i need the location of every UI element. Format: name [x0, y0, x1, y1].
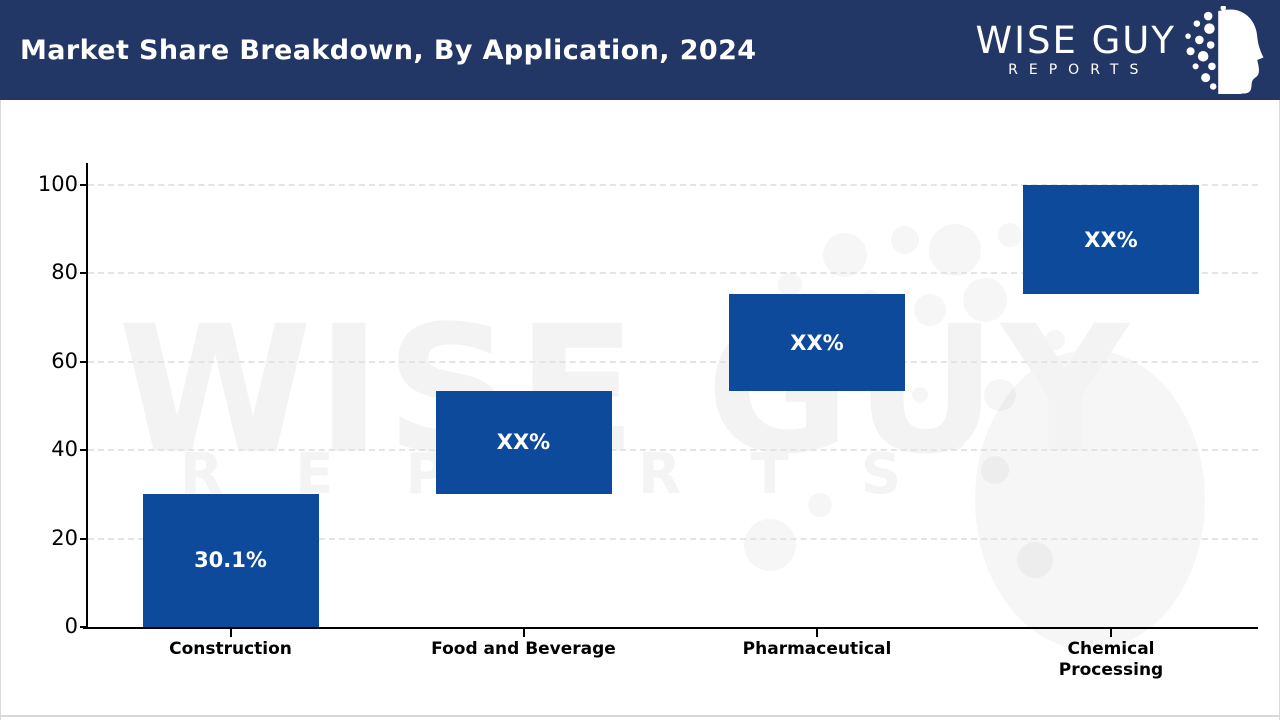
y-axis-line: [86, 163, 88, 629]
x-category-label-chemical-processing: Chemical Processing: [1058, 639, 1164, 681]
watermark-text-line1: WISE GUY: [118, 288, 1133, 493]
x-tick-food-and-beverage: [522, 629, 525, 637]
y-tick-100: [80, 184, 88, 186]
y-tick-label-0: 0: [64, 614, 78, 638]
wiseguy-logo-subtitle: REPORTS: [1008, 62, 1150, 79]
bar-pharmaceutical: XX%: [729, 294, 905, 391]
wiseguy-face-logo-icon: [1185, 6, 1264, 94]
gridline-80: [88, 272, 1258, 275]
gridline-60: [88, 360, 1258, 363]
bar-value-label-construction: 30.1%: [194, 548, 267, 573]
x-tick-chemical-processing: [1110, 629, 1112, 637]
bar-value-label-pharmaceutical: XX%: [790, 330, 844, 355]
wiseguy-logo-wordmark: WISE GUY: [975, 18, 1176, 62]
gridline-100: [88, 184, 1258, 186]
x-tick-construction: [229, 629, 232, 637]
gridline-40: [88, 449, 1258, 452]
y-tick-label-20: 20: [51, 525, 78, 550]
x-axis-line: [83, 627, 1258, 629]
bar-value-label-food-and-beverage: XX%: [496, 430, 551, 455]
wiseguy-logo-text: WISE GUY REPORTS: [975, 18, 1176, 79]
wiseguy-logo: WISE GUY REPORTS: [976, 0, 1266, 100]
bar-construction: 30.1%: [142, 493, 319, 627]
bar-value-label-chemical-processing: XX%: [1084, 227, 1138, 252]
y-tick-20: [80, 537, 88, 540]
y-tick-label-100: 100: [37, 172, 78, 196]
x-category-label-food-and-beverage: Food and Beverage: [431, 639, 616, 659]
y-tick-label-40: 40: [51, 437, 78, 462]
x-category-label-pharmaceutical: Pharmaceutical: [742, 639, 892, 659]
bottom-divider: [0, 715, 1280, 717]
bar-chemical-processing: XX%: [1023, 185, 1199, 295]
x-category-label-construction: Construction: [169, 639, 292, 659]
gridline-20: [88, 537, 1258, 540]
y-tick-label-80: 80: [51, 260, 78, 285]
header-bar: Market Share Breakdown, By Application, …: [0, 0, 1280, 100]
y-tick-80: [80, 272, 88, 275]
y-tick-60: [80, 360, 88, 363]
x-tick-pharmaceutical: [816, 629, 818, 637]
y-tick-40: [80, 449, 88, 452]
bar-food-and-beverage: XX%: [435, 390, 612, 494]
y-tick-label-60: 60: [51, 348, 78, 373]
page-title: Market Share Breakdown, By Application, …: [20, 34, 757, 66]
